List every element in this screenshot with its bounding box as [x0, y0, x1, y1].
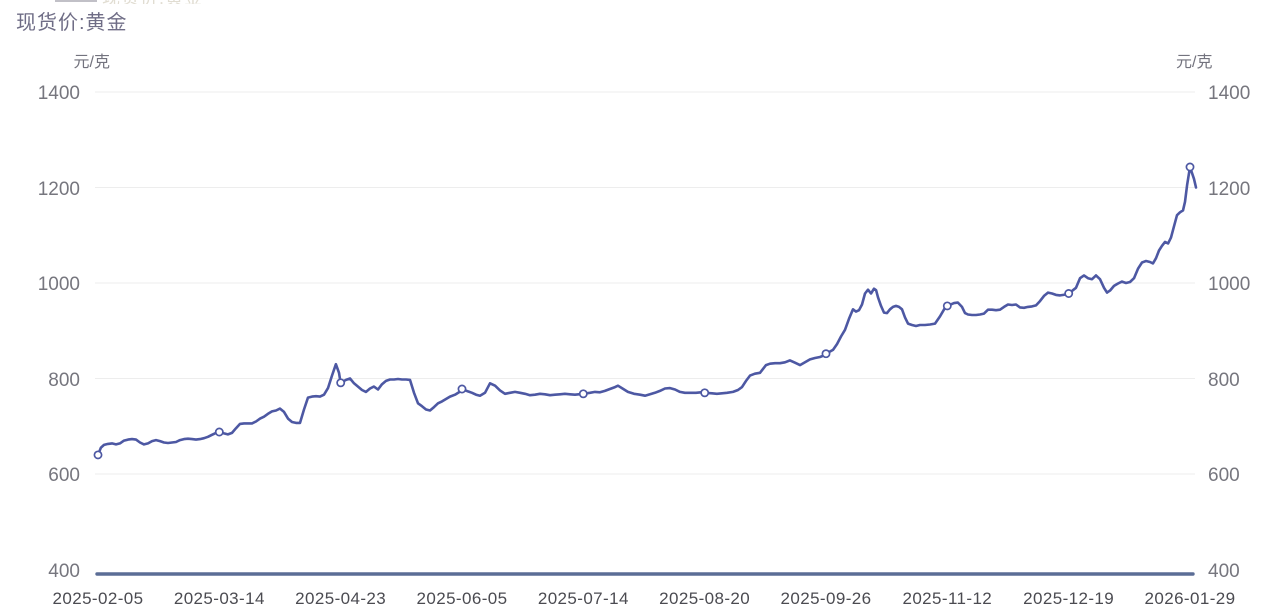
- y-axis-label-right: 1000: [1208, 274, 1251, 295]
- x-axis-label: 2025-09-26: [780, 589, 872, 608]
- y-axis-unit-right: 元/克: [1176, 54, 1213, 71]
- y-axis-label-left: 400: [48, 560, 80, 582]
- y-axis-label-right: 1200: [1208, 178, 1251, 200]
- data-point-marker[interactable]: [942, 301, 952, 311]
- y-axis-label-right: 400: [1208, 560, 1240, 582]
- y-axis-label-left: 1400: [37, 83, 80, 104]
- y-axis-label-left: 800: [48, 369, 80, 391]
- y-axis-label-right: 800: [1208, 369, 1240, 391]
- x-axis-label: 2025-08-20: [659, 589, 751, 608]
- y-axis-label-left: 600: [48, 465, 80, 486]
- data-point-marker[interactable]: [457, 384, 467, 394]
- x-axis-label: 2025-04-23: [295, 589, 387, 608]
- data-point-marker[interactable]: [93, 450, 103, 460]
- data-point-marker[interactable]: [336, 378, 346, 388]
- y-axis-label-left: 1000: [37, 274, 80, 295]
- y-axis-unit-left: 元/克: [73, 54, 110, 71]
- x-axis-label: 2025-07-14: [537, 589, 629, 608]
- clipped-legend: 现货价:黄金: [44, 0, 244, 4]
- data-point-marker[interactable]: [1185, 162, 1195, 172]
- x-axis-label: 2025-03-14: [173, 589, 265, 608]
- chart-title: 现货价:黄金: [16, 12, 128, 34]
- legend-line-swatch-icon: [55, 0, 97, 2]
- y-axis-label-left: 1200: [37, 178, 80, 200]
- price-line: [96, 165, 1198, 457]
- data-point-marker[interactable]: [1064, 289, 1074, 298]
- data-point-marker[interactable]: [700, 388, 710, 398]
- y-axis-label-right: 1400: [1208, 83, 1251, 104]
- clipped-legend-label: 现货价:黄金: [102, 0, 203, 4]
- y-axis-label-right: 600: [1208, 465, 1240, 486]
- x-axis-label: 2026-01-29: [1144, 589, 1236, 608]
- x-axis-label: 2025-06-05: [416, 589, 508, 608]
- x-axis-label: 2025-12-19: [1023, 589, 1115, 608]
- data-point-marker[interactable]: [214, 427, 224, 437]
- x-axis-label: 2025-02-05: [52, 589, 144, 608]
- data-point-marker[interactable]: [578, 389, 588, 399]
- data-point-marker[interactable]: [821, 349, 831, 359]
- x-axis-label: 2025-11-12: [902, 589, 993, 608]
